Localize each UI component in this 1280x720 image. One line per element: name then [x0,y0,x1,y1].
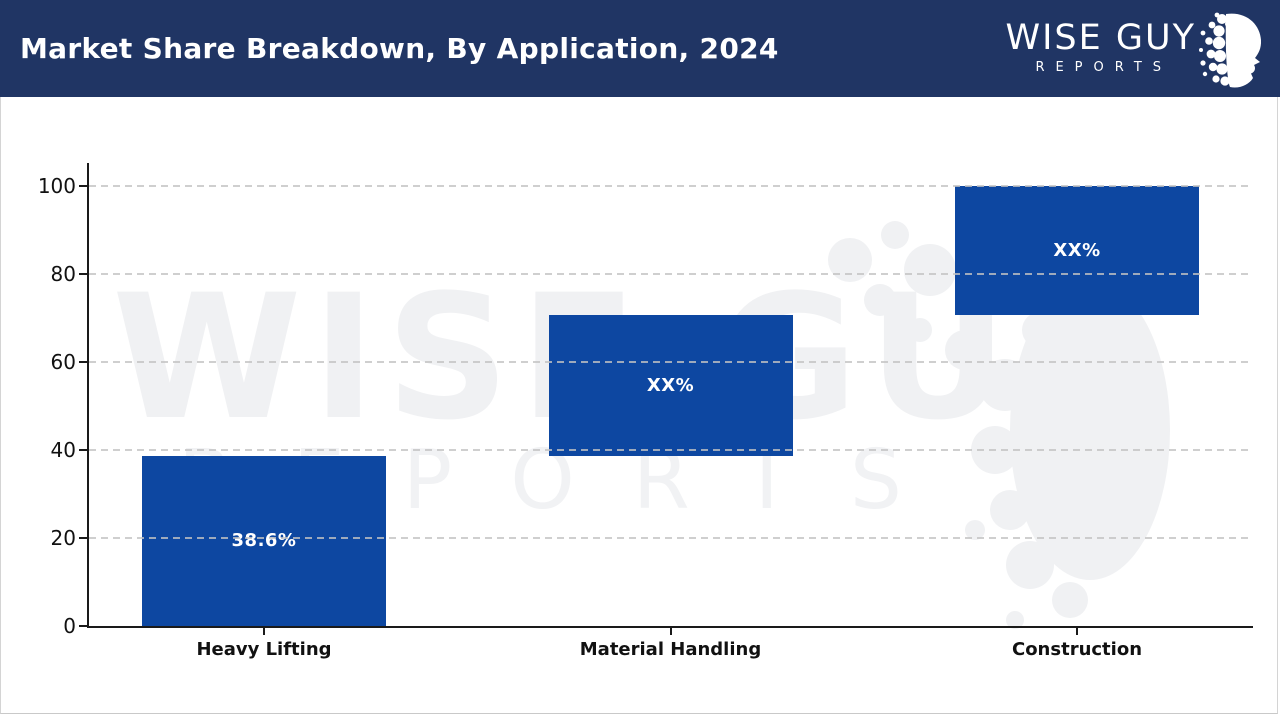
y-tick-label: 0 [63,614,76,638]
x-tick-label: Construction [1011,639,1143,660]
y-tick-label: 60 [50,349,76,374]
gridline-80 [89,272,1253,275]
x-tick [669,628,672,635]
gridline-40 [89,448,1253,451]
bar-value-label: XX% [1053,239,1101,261]
y-tick [79,184,87,187]
y-axis-line [87,163,89,628]
y-tick-label: 40 [50,437,76,462]
y-tick-label: 20 [50,525,76,550]
bar-3: XX% [955,185,1199,315]
x-tick-label: Heavy Lifting [196,639,332,660]
header-bar: Market Share Breakdown, By Application, … [0,0,1280,97]
x-axis-line [87,626,1253,628]
wiseguy-logo: WISE GUY REPORTS [1005,6,1266,92]
y-tick [79,536,87,539]
logo-wordmark: WISE GUY [1005,18,1196,58]
gridline-20 [89,536,1253,539]
bar-1: 38.6% [142,455,386,626]
bar-value-label: 38.6% [231,530,297,552]
x-tick [1076,628,1078,635]
bar-value-label: XX% [646,374,695,396]
y-tick [79,448,87,451]
gridline-60 [89,360,1253,363]
y-tick-label: 80 [50,261,76,286]
y-tick [79,272,87,275]
y-tick [79,625,87,627]
page-title: Market Share Breakdown, By Application, … [20,32,779,65]
x-tick-label: Material Handling [579,639,762,660]
y-tick-label: 100 [37,173,76,198]
x-tick [263,628,265,635]
y-tick [79,360,87,363]
bar-2: XX% [548,315,793,456]
wiseguy-face-icon [1199,12,1262,88]
gridline-100 [89,184,1253,187]
logo-subtitle: REPORTS [1035,60,1173,75]
